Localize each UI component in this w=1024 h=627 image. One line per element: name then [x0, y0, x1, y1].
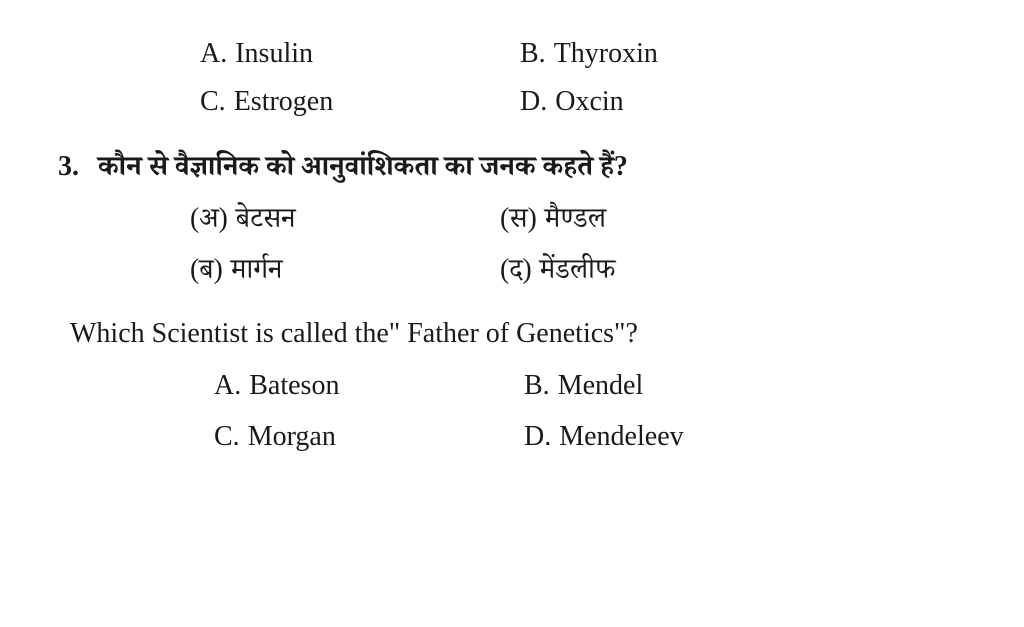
q3-hindi-options-row-2: (ब) मार्गन (द) मेंडलीफ	[190, 246, 984, 294]
option-text: बेटसन	[236, 195, 296, 243]
option-text: Estrogen	[234, 78, 334, 126]
option-label: D.	[520, 78, 547, 126]
q3-hi-option-a: (अ) बेटसन	[190, 195, 500, 243]
q3-hi-option-s: (स) मैण्डल	[500, 195, 606, 243]
question-number: 3.	[58, 143, 98, 191]
option-text: Insulin	[235, 30, 313, 78]
option-label: A.	[214, 362, 241, 410]
option-text: मैण्डल	[545, 195, 606, 243]
option-label: (द)	[500, 246, 532, 294]
prev-options-row-2: C. Estrogen D. Oxcin	[200, 78, 984, 126]
option-text: Oxcin	[555, 78, 623, 126]
prev-option-b: B. Thyroxin	[520, 30, 658, 78]
option-text: Bateson	[249, 362, 339, 410]
option-label: B.	[524, 362, 550, 410]
option-label: A.	[200, 30, 227, 78]
option-label: (ब)	[190, 246, 223, 294]
q3-en-option-d: D. Mendeleev	[524, 413, 684, 461]
option-text: Thyroxin	[554, 30, 658, 78]
option-label: B.	[520, 30, 546, 78]
prev-options-row-1: A. Insulin B. Thyroxin	[200, 30, 984, 78]
prev-option-d: D. Oxcin	[520, 78, 624, 126]
option-text: मेंडलीफ	[540, 246, 616, 294]
q3-hi-option-d: (द) मेंडलीफ	[500, 246, 615, 294]
q3-hindi-options-row-1: (अ) बेटसन (स) मैण्डल	[190, 195, 984, 243]
option-label: (स)	[500, 195, 537, 243]
option-text: Morgan	[248, 413, 336, 461]
question-text-hindi: कौन से वैज्ञानिक को आनुवांशिकता का जनक क…	[98, 143, 628, 191]
option-label: (अ)	[190, 195, 228, 243]
q3-hi-option-b: (ब) मार्गन	[190, 246, 500, 294]
option-label: D.	[524, 413, 551, 461]
q3-en-options-row-1: A. Bateson B. Mendel	[214, 362, 984, 410]
option-text: मार्गन	[231, 246, 283, 294]
question-3-hindi: 3. कौन से वैज्ञानिक को आनुवांशिकता का जन…	[58, 143, 984, 191]
option-text: Mendel	[558, 362, 644, 410]
question-3-english: Which Scientist is called the" Father of…	[70, 310, 984, 358]
q3-en-option-a: A. Bateson	[214, 362, 524, 410]
option-label: C.	[200, 78, 226, 126]
prev-option-a: A. Insulin	[200, 30, 520, 78]
q3-en-option-b: B. Mendel	[524, 362, 643, 410]
page: A. Insulin B. Thyroxin C. Estrogen D. Ox…	[0, 0, 1024, 461]
prev-option-c: C. Estrogen	[200, 78, 520, 126]
option-label: C.	[214, 413, 240, 461]
q3-en-options-row-2: C. Morgan D. Mendeleev	[214, 413, 984, 461]
q3-en-option-c: C. Morgan	[214, 413, 524, 461]
question-text-english: Which Scientist is called the" Father of…	[70, 318, 638, 349]
option-text: Mendeleev	[559, 413, 683, 461]
